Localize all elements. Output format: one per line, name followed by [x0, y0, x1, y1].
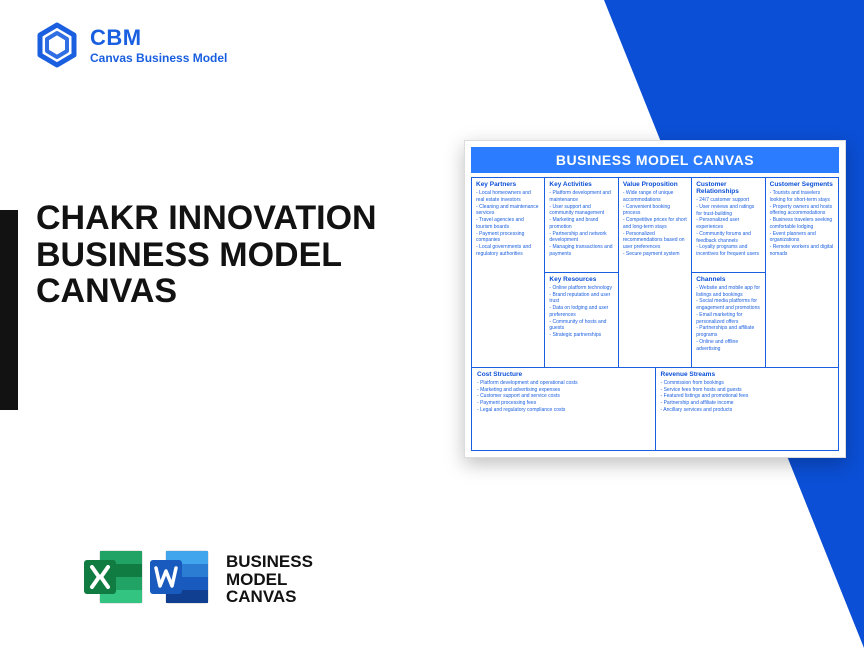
list-item: Local governments and regulatory authori… [476, 244, 540, 258]
list-item: Marketing and brand promotion [549, 217, 613, 231]
list-item: Convenient booking process [623, 204, 687, 218]
list-item: Managing transactions and payments [549, 244, 613, 258]
brand-tagline: Canvas Business Model [90, 51, 227, 65]
bmc-label-line: CANVAS [226, 588, 313, 606]
cell-items: Tourists and travelers looking for short… [770, 190, 834, 258]
bmc-label-line: MODEL [226, 571, 313, 589]
file-format-icons: BUSINESS MODEL CANVAS [82, 547, 313, 612]
cell-items: Commission from bookingsService fees fro… [661, 380, 834, 414]
cell-items: Local homeowners and real estate investo… [476, 190, 540, 258]
logo-text: CBM Canvas Business Model [90, 25, 227, 65]
canvas-title: BUSINESS MODEL CANVAS [471, 147, 839, 173]
cell-cost-structure: Cost Structure Platform development and … [471, 368, 655, 451]
cell-items: Platform development and operational cos… [477, 380, 650, 414]
list-item: Strategic partnerships [549, 332, 613, 339]
list-item: Brand reputation and user trust [549, 292, 613, 306]
list-item: Platform development and operational cos… [477, 380, 650, 387]
list-item: Customer support and service costs [477, 393, 650, 400]
cell-customer-relationships: Customer Relationships 24/7 customer sup… [692, 178, 764, 272]
list-item: User support and community management [549, 204, 613, 218]
cell-title: Value Proposition [623, 181, 687, 188]
cell-title: Key Partners [476, 181, 540, 188]
list-item: Personalized user experiences [696, 217, 760, 231]
list-item: User reviews and ratings for trust-build… [696, 204, 760, 218]
list-item: Legal and regulatory compliance costs [477, 407, 650, 414]
list-item: Tourists and travelers looking for short… [770, 190, 834, 204]
list-item: Loyalty programs and incentives for freq… [696, 244, 760, 258]
list-item: Online platform technology [549, 285, 613, 292]
cell-items: 24/7 customer supportUser reviews and ra… [696, 197, 760, 258]
list-item: Local homeowners and real estate investo… [476, 190, 540, 204]
list-item: Payment processing companies [476, 231, 540, 245]
list-item: Event planners and organizations [770, 231, 834, 245]
list-item: Community forums and feedback channels [696, 231, 760, 245]
cell-title: Customer Segments [770, 181, 834, 188]
list-item: Email marketing for personalized offers [696, 312, 760, 326]
list-item: Cleaning and maintenance services [476, 204, 540, 218]
canvas-grid: Key Partners Local homeowners and real e… [471, 177, 839, 451]
logo-hex-icon [34, 22, 80, 68]
cell-key-partners: Key Partners Local homeowners and real e… [472, 178, 544, 367]
cell-items: Wide range of unique accommodationsConve… [623, 190, 687, 258]
list-item: Service fees from hosts and guests [661, 387, 834, 394]
list-item: Wide range of unique accommodations [623, 190, 687, 204]
cell-title: Cost Structure [477, 371, 650, 378]
excel-icon [82, 547, 146, 612]
list-item: Community of hosts and guests [549, 319, 613, 333]
cell-title: Channels [696, 276, 760, 283]
cell-items: Online platform technologyBrand reputati… [549, 285, 613, 339]
cell-title: Customer Relationships [696, 181, 760, 195]
cell-key-activities: Key Activities Platform development and … [545, 178, 617, 272]
list-item: Secure payment system [623, 251, 687, 258]
cell-revenue-streams: Revenue Streams Commission from bookings… [655, 368, 840, 451]
bmc-label-line: BUSINESS [226, 553, 313, 571]
brand-logo: CBM Canvas Business Model [34, 22, 227, 68]
list-item: Property owners and hosts offering accom… [770, 204, 834, 218]
list-item: Partnership and network development [549, 231, 613, 245]
cell-title: Key Activities [549, 181, 613, 188]
cell-title: Key Resources [549, 276, 613, 283]
list-item: Social media platforms for engagement an… [696, 298, 760, 312]
list-item: Website and mobile app for listings and … [696, 285, 760, 299]
list-item: Personalized recommendations based on us… [623, 231, 687, 251]
canvas-preview-card: BUSINESS MODEL CANVAS Key Partners Local… [464, 140, 846, 458]
list-item: Remote workers and digital nomads [770, 244, 834, 258]
cell-value-proposition: Value Proposition Wide range of unique a… [619, 178, 691, 367]
list-item: Partnership and affiliate income [661, 400, 834, 407]
list-item: 24/7 customer support [696, 197, 760, 204]
list-item: Online and offline advertising [696, 339, 760, 353]
brand-name: CBM [90, 25, 227, 51]
list-item: Marketing and advertising expenses [477, 387, 650, 394]
cell-title: Revenue Streams [661, 371, 834, 378]
cell-channels: Channels Website and mobile app for list… [692, 272, 764, 367]
list-item: Featured listings and promotional fees [661, 393, 834, 400]
list-item: Platform development and maintenance [549, 190, 613, 204]
cell-customer-segments: Customer Segments Tourists and travelers… [766, 178, 838, 367]
page-title: CHAKR INNOVATION BUSINESS MODEL CANVAS [36, 200, 386, 310]
cell-key-resources: Key Resources Online platform technology… [545, 272, 617, 367]
list-item: Payment processing fees [477, 400, 650, 407]
accent-bar [0, 210, 18, 410]
list-item: Commission from bookings [661, 380, 834, 387]
list-item: Competitive prices for short and long-te… [623, 217, 687, 231]
bmc-label: BUSINESS MODEL CANVAS [226, 553, 313, 607]
cell-items: Website and mobile app for listings and … [696, 285, 760, 353]
word-icon [148, 547, 212, 612]
list-item: Data on lodging and user preferences [549, 305, 613, 319]
list-item: Partnerships and affiliate programs [696, 325, 760, 339]
list-item: Travel agencies and tourism boards [476, 217, 540, 231]
list-item: Business travelers seeking comfortable l… [770, 217, 834, 231]
cell-items: Platform development and maintenanceUser… [549, 190, 613, 258]
list-item: Ancillary services and products [661, 407, 834, 414]
